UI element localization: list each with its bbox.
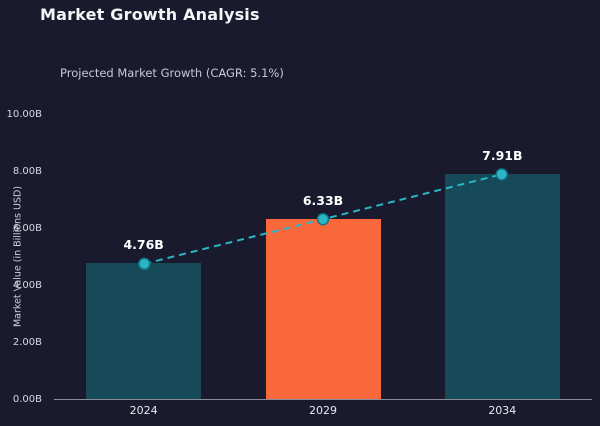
chart-title: Market Growth Analysis xyxy=(40,5,260,24)
x-tick-2029: 2029 xyxy=(308,404,337,417)
chart-subtitle: Projected Market Growth (CAGR: 5.1%) xyxy=(60,66,284,80)
y-tick-8.00B: 8.00B xyxy=(12,166,42,177)
trend-marker-2024 xyxy=(138,257,151,271)
trend-marker-2034 xyxy=(495,168,508,181)
value-label-2024: 4.76B xyxy=(123,237,164,253)
y-axis-ticks: 0.00B 2.00B 4.00B 6.00B 8.00B 10.00B xyxy=(0,109,48,405)
bar-2024 xyxy=(86,263,202,399)
x-axis-ticks: 2024 2029 2034 xyxy=(54,404,592,417)
bar-2034 xyxy=(444,173,560,399)
y-tick-2.00B: 2.00B xyxy=(12,337,42,348)
y-tick-0.00B: 0.00B xyxy=(12,394,42,405)
x-tick-2034: 2034 xyxy=(488,404,517,417)
y-tick-6.00B: 6.00B xyxy=(12,223,42,234)
y-tick-4.00B: 4.00B xyxy=(12,280,42,291)
trend-line-overlay xyxy=(138,168,508,271)
y-tick-10.00B: 10.00B xyxy=(6,109,43,120)
value-label-2029: 6.33B xyxy=(302,192,344,208)
x-tick-2024: 2024 xyxy=(129,404,158,417)
trend-marker-2029 xyxy=(316,212,330,226)
value-label-2034: 7.91B xyxy=(482,147,523,163)
plot-area: 4.76B 6.33B 7.91B xyxy=(54,115,592,400)
bar-2029 xyxy=(265,218,381,399)
